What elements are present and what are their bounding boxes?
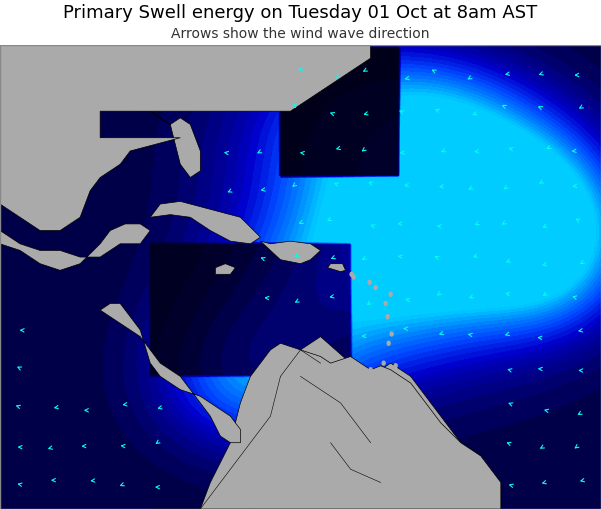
Polygon shape [130,112,200,178]
Polygon shape [260,242,320,264]
Circle shape [384,302,387,306]
Polygon shape [200,344,501,509]
Polygon shape [0,46,150,271]
Circle shape [350,273,353,277]
Polygon shape [328,264,346,272]
Circle shape [352,275,355,279]
Circle shape [387,342,390,346]
Circle shape [359,371,362,375]
Circle shape [382,361,385,365]
Circle shape [368,280,371,285]
Circle shape [389,293,392,297]
Circle shape [394,364,397,368]
Polygon shape [0,46,371,231]
Polygon shape [150,202,260,244]
Circle shape [374,286,377,290]
Text: Arrows show the wind wave direction: Arrows show the wind wave direction [171,27,430,41]
Polygon shape [150,337,501,509]
Polygon shape [215,264,236,275]
Circle shape [386,315,389,319]
Circle shape [369,368,372,372]
Bar [0,46,601,509]
Text: Primary Swell energy on Tuesday 01 Oct at 8am AST: Primary Swell energy on Tuesday 01 Oct a… [63,4,538,22]
Polygon shape [100,304,240,443]
Circle shape [390,332,393,336]
